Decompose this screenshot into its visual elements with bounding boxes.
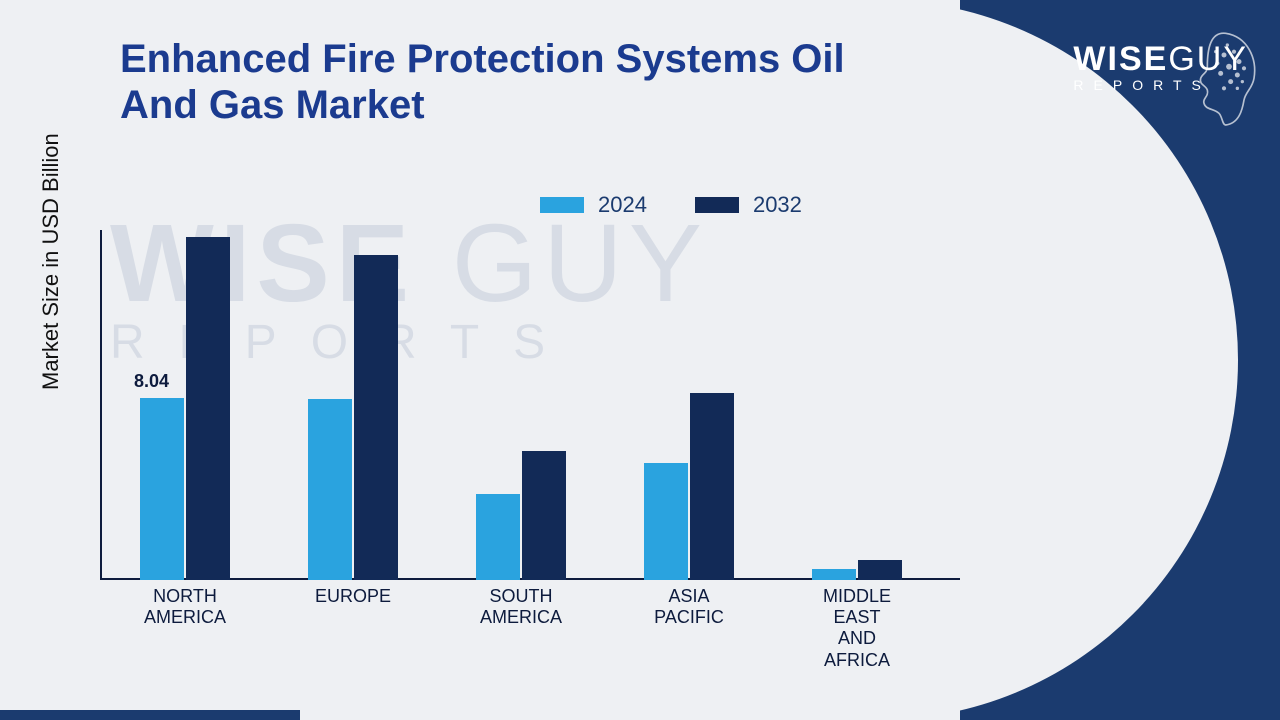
bar-group — [308, 255, 398, 580]
brand-logo: WISEGUY REPORTS — [1073, 40, 1248, 93]
legend-item: 2024 — [540, 192, 647, 218]
legend-swatch — [695, 197, 739, 213]
category-label: ASIAPACIFIC — [619, 586, 759, 628]
bar — [354, 255, 398, 580]
category-label: SOUTHAMERICA — [451, 586, 591, 628]
bar-chart: 8.04 — [100, 230, 960, 580]
bar-group — [812, 560, 902, 580]
bar-group — [476, 451, 566, 580]
legend-item: 2032 — [695, 192, 802, 218]
accent-bar — [0, 710, 300, 720]
bar — [186, 237, 230, 580]
canvas: WISEGUY REPORTS WISE GUY REPORTS Enhance… — [0, 0, 1280, 720]
legend-label: 2032 — [753, 192, 802, 218]
logo-text-bold: WISE — [1073, 40, 1168, 78]
bar — [476, 494, 520, 580]
y-axis-label: Market Size in USD Billion — [38, 133, 64, 390]
bar — [522, 451, 566, 580]
bar — [140, 398, 184, 580]
page-title: Enhanced Fire Protection Systems Oil And… — [120, 36, 880, 128]
category-label: NORTHAMERICA — [115, 586, 255, 628]
category-label: MIDDLEEASTANDAFRICA — [787, 586, 927, 671]
logo-subline: REPORTS — [1073, 77, 1248, 93]
bar — [690, 393, 734, 580]
legend-swatch — [540, 197, 584, 213]
category-label: EUROPE — [283, 586, 423, 607]
logo-text-light: GUY — [1168, 40, 1248, 78]
bar — [812, 569, 856, 580]
bar-group — [644, 393, 734, 580]
bar — [858, 560, 902, 580]
bar — [308, 399, 352, 580]
category-labels: NORTHAMERICA EUROPE SOUTHAMERICA ASIAPACIFI… — [100, 580, 960, 700]
chart-legend: 2024 2032 — [540, 192, 802, 218]
bar — [644, 463, 688, 580]
bar-group — [140, 237, 230, 580]
legend-label: 2024 — [598, 192, 647, 218]
y-axis-line — [100, 230, 102, 580]
